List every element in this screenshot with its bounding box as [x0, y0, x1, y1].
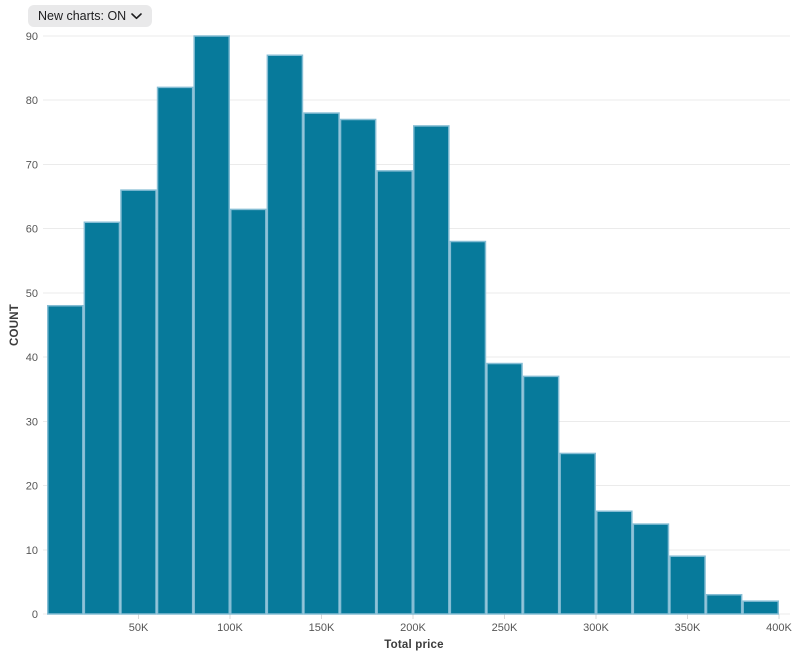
new-charts-toggle-label: New charts: ON [38, 9, 127, 23]
histogram-bar-8[interactable] [339, 118, 377, 615]
y-tick-label-20: 20 [26, 481, 38, 493]
histogram-bar-19[interactable] [742, 600, 780, 615]
x-tick-label-150K: 150K [309, 622, 335, 634]
histogram-bar-9[interactable] [376, 170, 413, 615]
histogram-bar-12[interactable] [486, 362, 523, 615]
x-tick-label-400K: 400K [766, 622, 792, 634]
x-tick-label-250K: 250K [492, 622, 518, 634]
x-tick-label-350K: 350K [675, 622, 701, 634]
y-tick-label-50: 50 [26, 288, 38, 300]
histogram-bar-3[interactable] [156, 86, 194, 615]
histogram-bar-1[interactable] [83, 221, 121, 615]
new-charts-toggle[interactable]: New charts: ON [28, 5, 153, 27]
histogram-bar-17[interactable] [669, 555, 706, 615]
histogram-bar-4[interactable] [193, 35, 230, 615]
histogram-bar-14[interactable] [559, 452, 597, 615]
histogram-bar-6[interactable] [266, 54, 304, 615]
histogram-bar-10[interactable] [413, 125, 450, 615]
x-axis-title: Total price [384, 639, 444, 651]
histogram-bar-13[interactable] [522, 375, 560, 615]
x-tick-label-50K: 50K [129, 622, 149, 634]
chevron-down-icon [131, 13, 143, 20]
y-tick-label-10: 10 [26, 545, 38, 557]
y-axis-title: COUNT [9, 304, 21, 346]
histogram-bar-11[interactable] [449, 240, 487, 615]
histogram-bar-16[interactable] [632, 523, 670, 615]
y-tick-label-60: 60 [26, 224, 38, 236]
y-tick-label-70: 70 [26, 159, 38, 171]
y-tick-label-40: 40 [26, 352, 38, 364]
y-tick-label-90: 90 [26, 31, 38, 43]
histogram-bar-7[interactable] [303, 112, 340, 615]
y-tick-label-80: 80 [26, 95, 38, 107]
y-tick-label-0: 0 [32, 609, 38, 621]
y-tick-label-30: 30 [26, 416, 38, 428]
x-tick-label-300K: 300K [583, 622, 609, 634]
histogram-bar-18[interactable] [705, 593, 743, 615]
x-tick-label-100K: 100K [217, 622, 243, 634]
histogram-bar-0[interactable] [47, 304, 84, 615]
histogram-bar-2[interactable] [120, 189, 157, 615]
histogram-bar-15[interactable] [596, 510, 633, 615]
histogram-bar-5[interactable] [230, 208, 267, 615]
x-tick-label-200K: 200K [400, 622, 426, 634]
